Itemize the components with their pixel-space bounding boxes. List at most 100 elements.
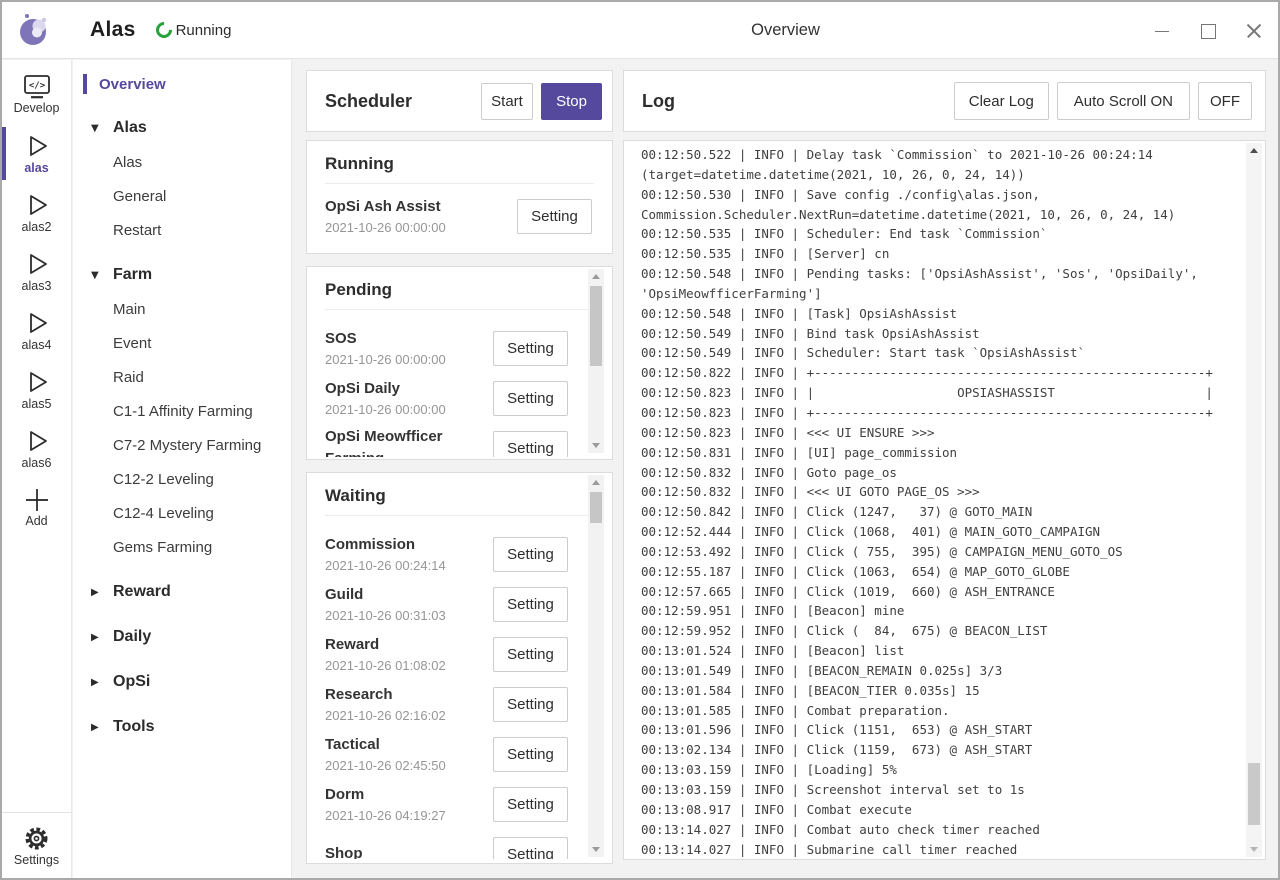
main-content: Scheduler Start Stop Running OpSi Ash As… xyxy=(293,60,1278,878)
tree-arrow-icon: ▶ xyxy=(91,721,99,733)
task-row: OpSi Daily 2021-10-26 00:00:00 Setting xyxy=(307,373,612,423)
rail-item-profile[interactable]: alas6 xyxy=(2,419,71,478)
setting-button[interactable]: Setting xyxy=(517,198,592,234)
nav-item[interactable]: Alas xyxy=(73,145,291,179)
add-plus-icon xyxy=(25,489,48,511)
pending-task-list: SOS 2021-10-26 00:00:00 Setting OpSi Dai… xyxy=(307,323,612,457)
rail-item-add[interactable]: Add xyxy=(2,478,71,537)
triangle-down-icon xyxy=(1250,847,1258,852)
nav-list: ▼ Alas Alas General Restart xyxy=(73,111,291,744)
task-row: Reward 2021-10-26 01:08:02 Setting xyxy=(307,629,612,679)
scroll-up-arrow[interactable] xyxy=(588,475,604,490)
play-icon xyxy=(29,372,47,392)
nav-item[interactable]: C7-2 Mystery Farming xyxy=(73,428,291,462)
scrollbar-thumb[interactable] xyxy=(590,492,602,523)
scroll-up-arrow[interactable] xyxy=(1246,143,1262,158)
scheduler-title: Scheduler xyxy=(325,90,413,111)
setting-button[interactable]: Setting xyxy=(493,836,568,859)
nav-item[interactable]: ▶ Reward xyxy=(73,575,291,609)
nav-item[interactable]: ▶ Daily xyxy=(73,620,291,654)
scroll-down-arrow[interactable] xyxy=(588,842,604,857)
rail-item-label: alas3 xyxy=(21,279,52,293)
auto-scroll-on-button[interactable]: Auto Scroll ON xyxy=(1056,82,1190,120)
nav-item[interactable]: C12-4 Leveling xyxy=(73,496,291,530)
scroll-down-arrow[interactable] xyxy=(1246,842,1262,857)
running-task-list: OpSi Ash Assist 2021-10-26 00:00:00 Sett… xyxy=(307,188,612,244)
task-next-run-time: 2021-10-26 04:19:27 xyxy=(325,807,446,823)
nav-item[interactable]: ▼ Farm xyxy=(73,258,291,292)
rail-item-settings[interactable]: Settings xyxy=(2,812,71,878)
task-row: SOS 2021-10-26 00:00:00 Setting xyxy=(307,323,612,373)
log-output: 00:12:50.522 | INFO | Delay task `Commis… xyxy=(641,147,1213,857)
maximize-button[interactable] xyxy=(1200,23,1216,39)
nav-item-label: Gems Farming xyxy=(113,538,213,556)
task-next-run-time: 2021-10-26 00:00:00 xyxy=(325,219,446,235)
nav-item[interactable]: General xyxy=(73,179,291,213)
nav-item[interactable]: Restart xyxy=(73,213,291,247)
task-name: Reward xyxy=(325,635,380,653)
task-next-run-time: 2021-10-26 02:16:02 xyxy=(325,707,446,723)
rail-item-label: alas2 xyxy=(21,220,52,234)
auto-scroll-off-button[interactable]: OFF xyxy=(1198,82,1252,120)
rail-item-develop[interactable]: </> Develop xyxy=(2,65,71,124)
tree-arrow-icon: ▶ xyxy=(91,586,99,598)
nav-item[interactable]: ▶ Tools xyxy=(73,710,291,744)
nav-item[interactable]: Raid xyxy=(73,360,291,394)
task-name: Commission xyxy=(325,535,416,553)
task-name: Guild xyxy=(325,585,364,603)
setting-button[interactable]: Setting xyxy=(493,786,568,822)
setting-button[interactable]: Setting xyxy=(493,330,568,366)
rail-item-label: Settings xyxy=(13,852,60,867)
nav-item[interactable]: Gems Farming xyxy=(73,530,291,564)
develop-monitor-icon: </> xyxy=(23,75,50,99)
rail-item-profile[interactable]: alas5 xyxy=(2,360,71,419)
rail-item-profile[interactable]: alas2 xyxy=(2,183,71,242)
nav-item-label: General xyxy=(113,187,167,205)
status-text: Running xyxy=(175,21,232,39)
nav-item[interactable]: ▶ OpSi xyxy=(73,665,291,699)
waiting-card: Waiting Commission 2021-10-26 00:24:14 S… xyxy=(306,472,613,864)
nav-item[interactable]: C1-1 Affinity Farming xyxy=(73,394,291,428)
clear-log-button[interactable]: Clear Log xyxy=(953,82,1049,120)
setting-button[interactable]: Setting xyxy=(493,686,568,722)
task-name: OpSi Meowfficer Farming xyxy=(325,427,443,458)
log-title: Log xyxy=(642,90,675,111)
setting-button[interactable]: Setting xyxy=(493,736,568,772)
task-next-run-time: 2021-10-26 00:24:14 xyxy=(325,557,446,573)
task-info: Commission 2021-10-26 00:24:14 xyxy=(325,534,493,575)
setting-button[interactable]: Setting xyxy=(493,586,568,622)
scroll-up-arrow[interactable] xyxy=(588,269,604,284)
nav-item[interactable]: ▼ Alas xyxy=(73,111,291,145)
task-row: Guild 2021-10-26 00:31:03 Setting xyxy=(307,579,612,629)
task-next-run-time: 2021-10-26 00:00:00 xyxy=(325,401,446,417)
nav-sidebar: Overview ▼ Alas Alas General xyxy=(73,60,292,878)
running-card-title: Running xyxy=(325,141,594,184)
minimize-button[interactable] xyxy=(1154,23,1170,39)
setting-button[interactable]: Setting xyxy=(493,536,568,572)
nav-item[interactable]: C12-2 Leveling xyxy=(73,462,291,496)
start-button[interactable]: Start xyxy=(481,82,533,120)
scroll-down-arrow[interactable] xyxy=(588,438,604,453)
rail-item-profile[interactable]: alas4 xyxy=(2,301,71,360)
play-icon xyxy=(29,254,47,274)
task-row: Tactical 2021-10-26 02:45:50 Setting xyxy=(307,729,612,779)
nav-item[interactable]: Event xyxy=(73,326,291,360)
scrollbar-thumb[interactable] xyxy=(590,286,602,366)
rail-item-profile[interactable]: alas xyxy=(2,124,71,183)
scheduler-status: Running xyxy=(152,18,232,42)
setting-button[interactable]: Setting xyxy=(493,430,568,457)
close-button[interactable] xyxy=(1246,23,1262,39)
triangle-up-icon xyxy=(592,480,600,485)
nav-item[interactable]: Main xyxy=(73,292,291,326)
nav-item-label: Main xyxy=(113,300,146,318)
rail-item-profile[interactable]: alas3 xyxy=(2,242,71,301)
nav-item-label: Tools xyxy=(113,718,155,735)
scrollbar-thumb[interactable] xyxy=(1248,763,1260,825)
setting-button[interactable]: Setting xyxy=(493,380,568,416)
setting-button[interactable]: Setting xyxy=(493,636,568,672)
task-next-run-time: 2021-10-26 02:45:50 xyxy=(325,757,446,773)
nav-item-overview[interactable]: Overview xyxy=(73,68,291,100)
task-name: Tactical xyxy=(325,735,380,753)
stop-button[interactable]: Stop xyxy=(541,82,602,120)
nav-item-label: C1-1 Affinity Farming xyxy=(113,402,253,420)
